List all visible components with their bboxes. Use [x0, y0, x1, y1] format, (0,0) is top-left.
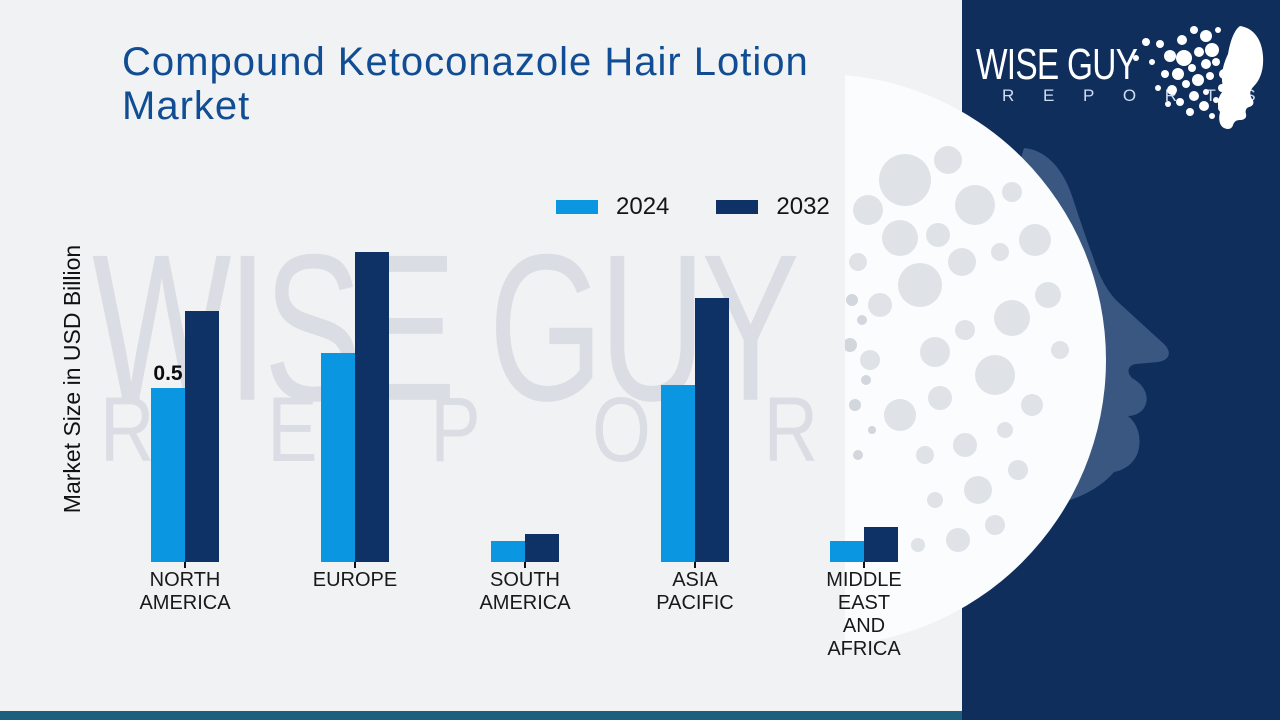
- bar-2032-3: [525, 534, 559, 562]
- logo-wordmark: WISE GUY: [976, 40, 1138, 89]
- bar-2024-3: [491, 541, 525, 562]
- bar-2032-5: [864, 527, 898, 562]
- legend: 2024 2032: [556, 193, 830, 221]
- category-label: NORTH AMERICA: [139, 569, 231, 614]
- x-axis-tick: [184, 562, 186, 568]
- moon-blobs: [845, 146, 1069, 552]
- x-axis-tick: [524, 562, 526, 568]
- bar-2032-4: [695, 298, 729, 562]
- legend-item-2024: 2024: [556, 193, 669, 221]
- x-axis-tick: [354, 562, 356, 568]
- x-axis-tick: [694, 562, 696, 568]
- footer-accent-bar: [0, 711, 962, 720]
- category-label: EUROPE: [312, 569, 398, 591]
- category-label: MIDDLE EAST AND AFRICA: [826, 569, 902, 660]
- bar-2032-2: [355, 252, 389, 562]
- bar-2024-4: [661, 385, 695, 562]
- bar-2024-5: [830, 541, 864, 562]
- legend-swatch-2024: [556, 200, 598, 214]
- moon-circle: [845, 75, 1106, 645]
- bar-2024-1: [151, 388, 185, 562]
- bar-2024-2: [321, 353, 355, 562]
- page-title: Compound Ketoconazole Hair Lotion Market: [122, 40, 809, 128]
- legend-swatch-2032: [716, 200, 759, 214]
- x-axis-tick: [863, 562, 865, 568]
- legend-label-2032: 2032: [776, 193, 830, 220]
- legend-label-2024: 2024: [616, 193, 670, 220]
- category-label: ASIA PACIFIC: [656, 569, 734, 614]
- legend-item-2032: 2032: [716, 193, 830, 221]
- bar-2032-1: [185, 311, 219, 562]
- bar-value-label: 0.5: [153, 362, 183, 385]
- category-label: SOUTH AMERICA: [479, 569, 571, 614]
